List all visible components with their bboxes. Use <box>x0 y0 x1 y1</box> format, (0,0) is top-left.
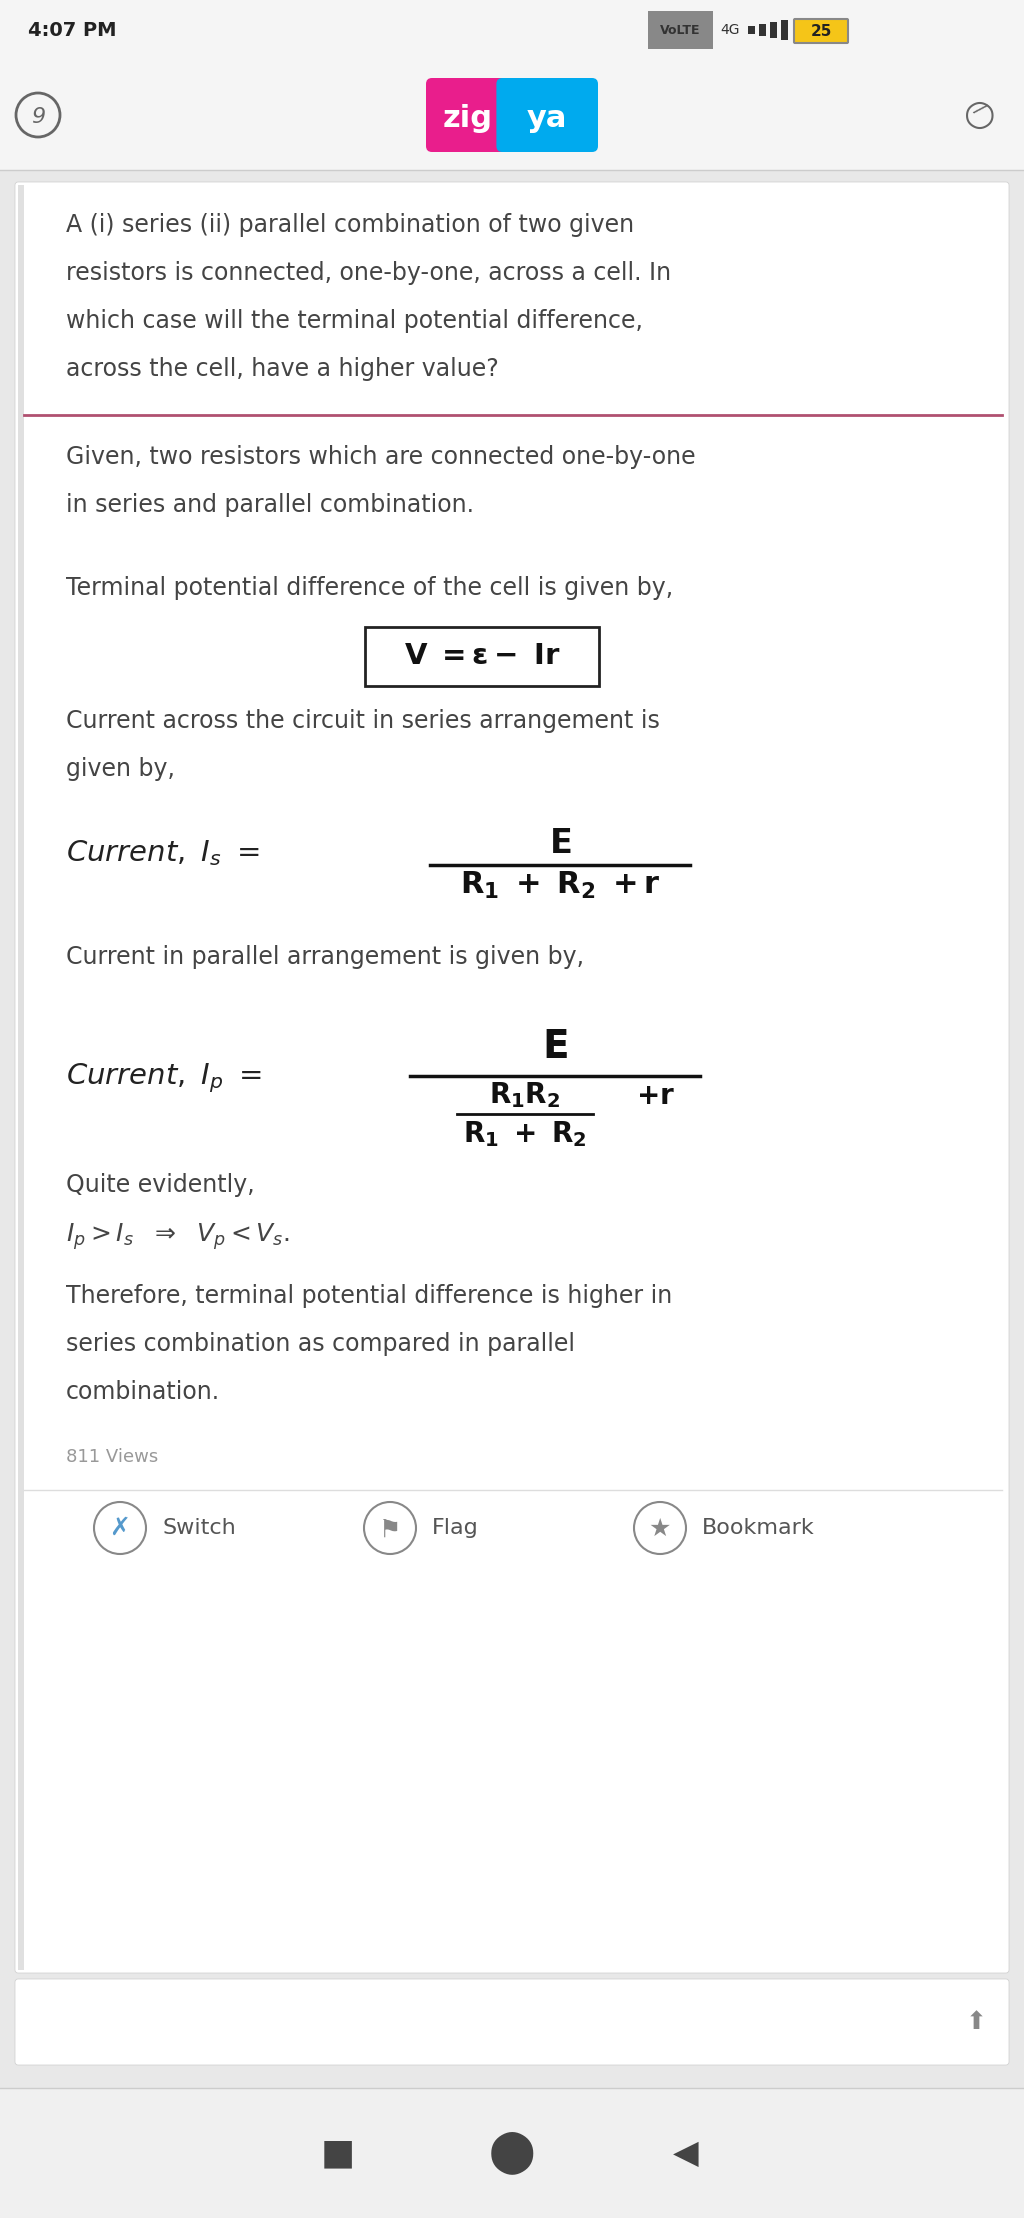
FancyBboxPatch shape <box>15 1978 1009 2065</box>
Text: Flag: Flag <box>432 1517 479 1537</box>
Text: Quite evidently,: Quite evidently, <box>66 1173 255 1198</box>
Text: ✗: ✗ <box>110 1515 130 1539</box>
Text: $\mathbf{R_1R_2}$: $\mathbf{R_1R_2}$ <box>489 1080 561 1109</box>
Text: $Current,\ I_p\ =$: $Current,\ I_p\ =$ <box>66 1060 262 1096</box>
Text: ⚑: ⚑ <box>379 1517 401 1542</box>
Text: ○: ○ <box>965 98 995 133</box>
Text: Current in parallel arrangement is given by,: Current in parallel arrangement is given… <box>66 945 584 969</box>
Bar <box>770 22 777 38</box>
Bar <box>759 24 766 35</box>
Text: which case will the terminal potential difference,: which case will the terminal potential d… <box>66 308 643 333</box>
Text: Given, two resistors which are connected one-by-one: Given, two resistors which are connected… <box>66 446 695 468</box>
Text: ⬆: ⬆ <box>966 2010 986 2034</box>
FancyBboxPatch shape <box>426 78 526 153</box>
Text: $\mathbf{R_1\ +\ R_2\ +r}$: $\mathbf{R_1\ +\ R_2\ +r}$ <box>460 869 660 901</box>
Text: combination.: combination. <box>66 1380 220 1404</box>
FancyBboxPatch shape <box>15 182 1009 1974</box>
Text: given by,: given by, <box>66 756 175 781</box>
Bar <box>0 2087 1024 2218</box>
Text: ◀: ◀ <box>673 2136 699 2169</box>
Bar <box>781 20 788 40</box>
Text: ya: ya <box>527 104 567 133</box>
Text: series combination as compared in parallel: series combination as compared in parall… <box>66 1333 575 1355</box>
Bar <box>0 60 1024 171</box>
Bar <box>748 27 755 33</box>
Text: 811 Views: 811 Views <box>66 1448 159 1466</box>
Text: 25: 25 <box>810 24 831 38</box>
Text: VoLTE: VoLTE <box>660 24 700 35</box>
Text: A (i) series (ii) parallel combination of two given: A (i) series (ii) parallel combination o… <box>66 213 634 237</box>
Text: $\mathbf{E}$: $\mathbf{E}$ <box>549 827 571 861</box>
Text: Current across the circuit in series arrangement is: Current across the circuit in series arr… <box>66 710 659 732</box>
Text: ⬤: ⬤ <box>488 2131 536 2174</box>
Text: $I_p > I_s\ \ \Rightarrow\ \ V_p < V_s.$: $I_p > I_s\ \ \Rightarrow\ \ V_p < V_s.$ <box>66 1220 290 1251</box>
Bar <box>0 0 1024 60</box>
FancyBboxPatch shape <box>794 20 848 42</box>
Text: in series and parallel combination.: in series and parallel combination. <box>66 492 474 517</box>
Text: Switch: Switch <box>162 1517 236 1537</box>
Text: ★: ★ <box>649 1517 671 1542</box>
Text: /: / <box>971 100 989 118</box>
Text: $\mathbf{V\ =\varepsilon -\ Ir}$: $\mathbf{V\ =\varepsilon -\ Ir}$ <box>403 641 560 670</box>
FancyBboxPatch shape <box>497 78 598 153</box>
FancyBboxPatch shape <box>365 628 599 685</box>
Text: Therefore, terminal potential difference is higher in: Therefore, terminal potential difference… <box>66 1284 672 1309</box>
Text: 4G: 4G <box>720 22 739 38</box>
Text: $\mathbf{E}$: $\mathbf{E}$ <box>542 1027 568 1067</box>
Text: $\mathbf{+r}$: $\mathbf{+r}$ <box>636 1082 675 1109</box>
Text: Terminal potential difference of the cell is given by,: Terminal potential difference of the cel… <box>66 577 673 601</box>
Text: 4:07 PM: 4:07 PM <box>28 20 117 40</box>
Text: $Current,\ I_s\ =$: $Current,\ I_s\ =$ <box>66 838 259 867</box>
Text: Bookmark: Bookmark <box>702 1517 815 1537</box>
Text: ■: ■ <box>321 2136 355 2169</box>
Text: resistors is connected, one-by-one, across a cell. In: resistors is connected, one-by-one, acro… <box>66 262 671 284</box>
Text: $\mathbf{R_1\ +\ R_2}$: $\mathbf{R_1\ +\ R_2}$ <box>463 1120 587 1149</box>
Text: across the cell, have a higher value?: across the cell, have a higher value? <box>66 357 499 381</box>
Text: 9: 9 <box>31 106 45 126</box>
Bar <box>18 184 24 1970</box>
Text: zig: zig <box>442 104 493 133</box>
